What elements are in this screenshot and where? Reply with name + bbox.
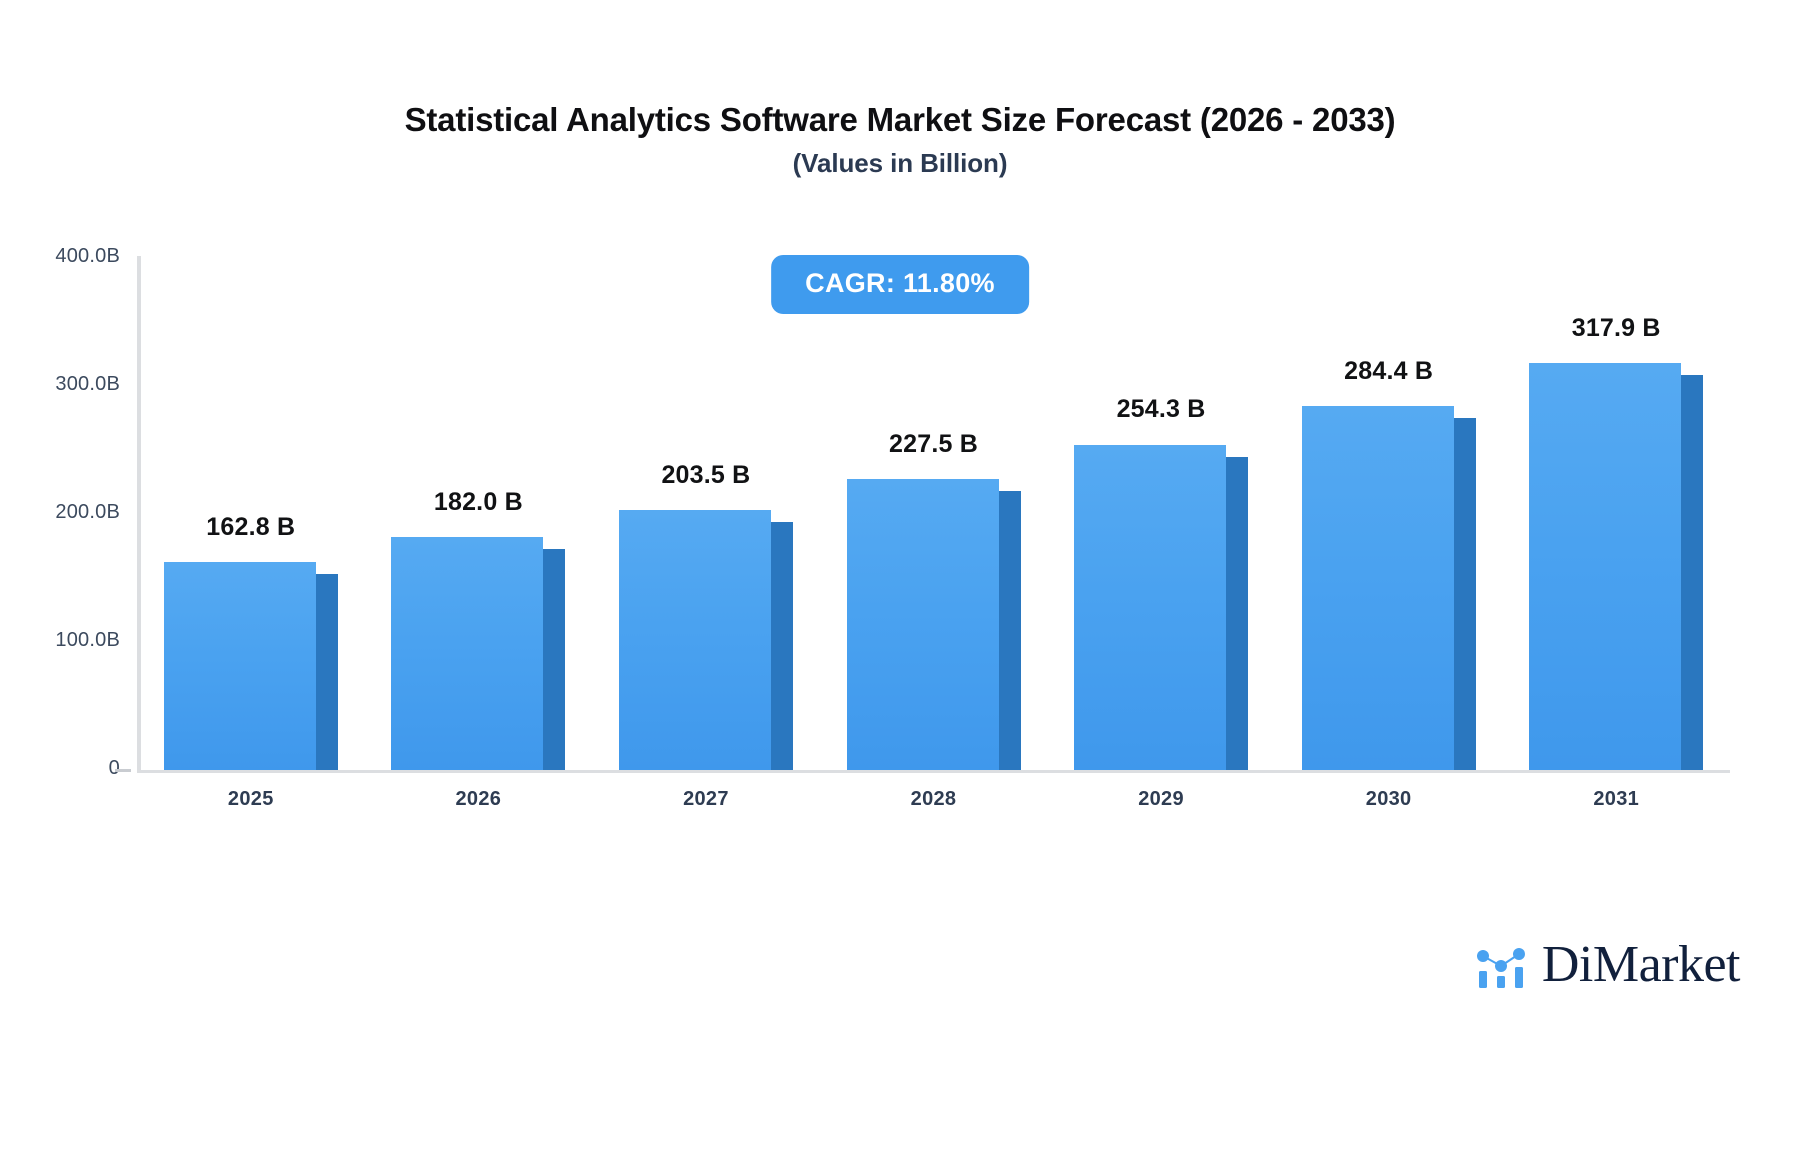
- bar[interactable]: [618, 509, 793, 770]
- x-axis-tick-label: 2027: [683, 788, 729, 810]
- bar-side-face: [998, 490, 1021, 770]
- y-axis-tick-mark: [115, 769, 131, 772]
- bar[interactable]: [1301, 405, 1476, 770]
- bar-value-label: 162.8 B: [206, 512, 296, 541]
- chart-subtitle: (Values in Billion): [792, 148, 1008, 178]
- y-axis-tick-label: 0: [108, 757, 120, 779]
- bar-face: [391, 537, 544, 770]
- bar-side-face: [543, 549, 566, 770]
- x-axis-tick-label: 2025: [227, 788, 274, 810]
- brand-logo: DiMarket: [1474, 936, 1741, 993]
- bar-chart-logo-icon: [1474, 940, 1528, 990]
- bar-side-face: [1681, 375, 1704, 770]
- bar[interactable]: [163, 561, 338, 770]
- x-axis-tick-label: 2031: [1593, 788, 1640, 810]
- bar-face: [163, 561, 316, 770]
- y-axis-tick-label: 400.0B: [55, 245, 120, 267]
- y-axis-tick-label: 100.0B: [55, 629, 120, 651]
- bar[interactable]: [1074, 444, 1249, 770]
- y-axis-line: [137, 256, 141, 772]
- y-axis-tick-label: 300.0B: [55, 373, 120, 395]
- bar-value-label: 182.0 B: [433, 488, 523, 517]
- bar-face: [1074, 444, 1227, 770]
- cagr-badge: CAGR: 11.80%: [771, 255, 1029, 314]
- bar[interactable]: [391, 537, 566, 770]
- x-axis-tick-label: 2028: [910, 788, 957, 810]
- bar-side-face: [1453, 417, 1476, 770]
- bar-value-label: 227.5 B: [889, 429, 978, 458]
- bar-side-face: [770, 521, 793, 770]
- bar-value-label: 254.3 B: [1116, 395, 1206, 424]
- bar-value-label: 317.9 B: [1571, 314, 1661, 343]
- bar-value-label: 203.5 B: [661, 460, 751, 489]
- bar-face: [618, 509, 771, 770]
- y-axis-tick-label: 200.0B: [55, 501, 120, 523]
- bar-face: [1529, 363, 1682, 770]
- bar-side-face: [1226, 456, 1249, 770]
- x-axis-tick-label: 2026: [455, 788, 502, 810]
- bar-side-face: [315, 573, 338, 770]
- bar[interactable]: [846, 478, 1021, 770]
- x-axis-line: [137, 770, 1730, 773]
- bar-face: [846, 478, 999, 770]
- bar-value-label: 284.4 B: [1344, 356, 1434, 385]
- bar-series: [137, 258, 1730, 770]
- brand-name: DiMarket: [1541, 936, 1741, 993]
- chart-title: Statistical Analytics Software Market Si…: [404, 101, 1396, 138]
- x-axis-tick-label: 2030: [1365, 788, 1412, 810]
- x-axis-tick-label: 2029: [1138, 788, 1184, 810]
- bar[interactable]: [1529, 363, 1704, 770]
- bar-face: [1301, 405, 1454, 770]
